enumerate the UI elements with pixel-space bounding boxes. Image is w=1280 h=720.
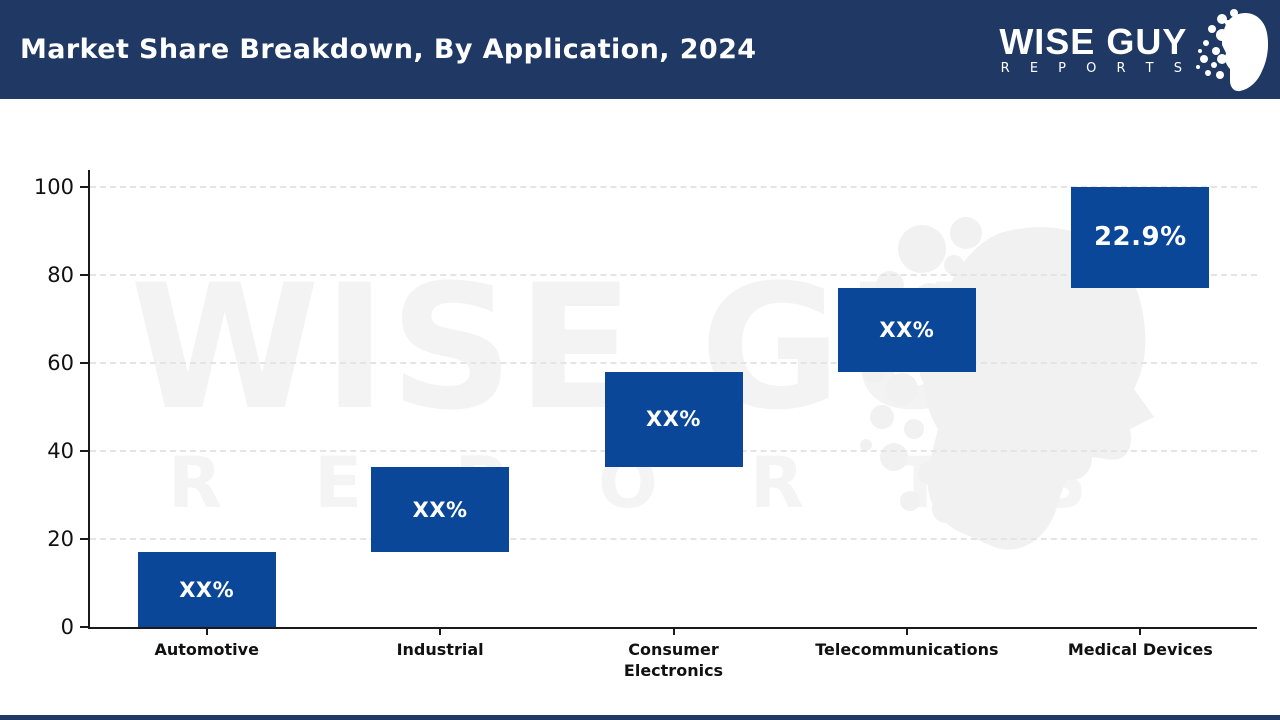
bar-value-label: XX% [179, 577, 235, 602]
plot-area: 0 20 40 60 80 100 XX% Automotive XX% Industrial XX… [34, 170, 1257, 680]
y-tick-label-60: 60 [47, 351, 74, 375]
bar-segment-4: XX% [837, 287, 976, 372]
gridline-60 [90, 362, 1257, 364]
y-tick-80 [80, 274, 88, 276]
bar-value-label: 22.9% [1093, 222, 1187, 253]
footer-bar [0, 715, 1280, 720]
header-bar: Market Share Breakdown, By Application, … [0, 0, 1280, 99]
bar-segment-2: XX% [371, 466, 510, 553]
brand-subtitle: R E P O R T S [1000, 60, 1190, 76]
x-axis-label-5: Medical Devices [1020, 640, 1260, 661]
bar-value-label: XX% [879, 317, 935, 342]
watermark-face [860, 217, 1154, 550]
y-tick-60 [80, 362, 88, 364]
page-title: Market Share Breakdown, By Application, … [20, 34, 757, 65]
brand-face-icon [1196, 8, 1269, 91]
gridline-20 [90, 538, 1257, 540]
x-axis-label-line: Telecommunications [815, 640, 999, 659]
x-axis-label-3: Consumer Electronics [554, 640, 794, 682]
x-tick-3 [672, 627, 675, 635]
gridline-100 [90, 186, 1257, 188]
x-axis-label-line: Electronics [623, 660, 724, 680]
y-tick-label-80: 80 [47, 263, 74, 287]
bar-segment-5: 22.9% [1071, 187, 1210, 288]
x-axis-label-line: Consumer [628, 640, 719, 659]
y-tick-20 [80, 538, 88, 540]
y-tick-0 [80, 626, 88, 628]
y-tick-label-0: 0 [60, 615, 74, 639]
bar-value-label: XX% [412, 497, 468, 522]
brand-logo: WISE GUY R E P O R T S [997, 7, 1280, 93]
bar-segment-3: XX% [604, 371, 743, 467]
brand-name: WISE GUY [999, 21, 1188, 63]
x-axis-label-1: Automotive [87, 640, 327, 661]
x-tick-5 [1139, 627, 1142, 635]
x-tick-1 [205, 627, 208, 635]
x-axis-label-4: Telecommunications [787, 640, 1027, 661]
y-tick-label-40: 40 [47, 439, 74, 463]
y-tick-40 [80, 450, 88, 452]
y-tick-label-100: 100 [33, 175, 74, 199]
x-axis-label-line: Medical Devices [1067, 640, 1213, 659]
y-tick-100 [80, 186, 88, 188]
x-axis-label-line: Industrial [396, 640, 484, 659]
bar-segment-1: XX% [137, 552, 276, 627]
x-tick-2 [439, 627, 442, 635]
x-axis-label-line: Automotive [154, 640, 259, 659]
y-tick-label-20: 20 [47, 527, 74, 551]
brand-logo-text: WISE GUY R E P O R T S [997, 23, 1190, 76]
bar-value-label: XX% [646, 407, 701, 432]
x-axis-label-2: Industrial [320, 640, 560, 661]
gridline-80 [90, 274, 1257, 276]
x-tick-4 [905, 627, 908, 635]
